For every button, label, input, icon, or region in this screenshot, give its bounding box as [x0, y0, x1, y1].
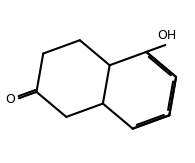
Text: O: O: [5, 93, 15, 106]
Text: OH: OH: [157, 29, 176, 42]
